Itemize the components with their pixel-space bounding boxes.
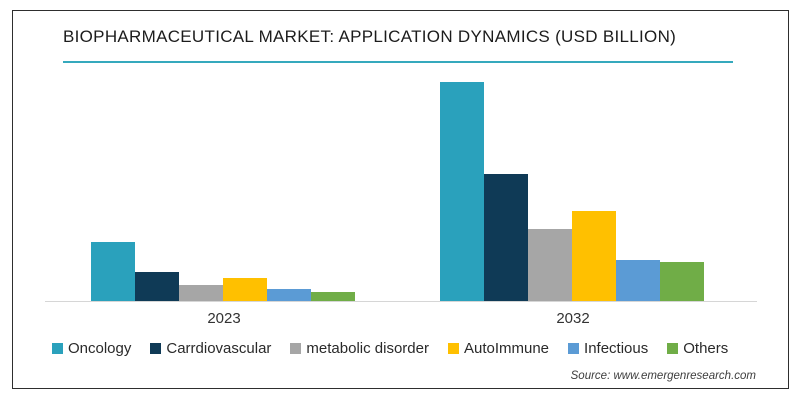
chart-border-frame	[12, 10, 789, 389]
legend-swatch-infectious	[568, 343, 580, 354]
bar-group-2023	[91, 242, 355, 301]
chart-legend: Oncology Carrdiovascular metabolic disorde…	[52, 340, 728, 357]
legend-item-infectious: Infectious	[568, 340, 648, 357]
bar-group-2032	[440, 82, 704, 301]
legend-swatch-oncology	[52, 343, 63, 354]
legend-swatch-autoimmune	[447, 343, 459, 354]
bar-infectious-2023	[267, 289, 311, 301]
legend-item-autoimmune: AutoImmune	[447, 340, 550, 357]
legend-label-oncology: Oncology	[68, 340, 132, 357]
category-label-2032: 2032	[556, 310, 590, 327]
bar-others-2023	[311, 292, 355, 301]
bar-metabolic-disorder-2032	[528, 229, 572, 301]
legend-label-carrdiovascular: Carrdiovascular	[166, 340, 272, 357]
legend-label-others: Others	[683, 340, 729, 357]
legend-swatch-carrdiovascular	[150, 343, 162, 354]
title-underline	[63, 61, 733, 63]
x-axis-line	[45, 301, 757, 302]
legend-label-metabolic-disorder: metabolic disorder	[306, 340, 429, 357]
bar-carrdiovascular-2032	[484, 174, 528, 301]
bar-autoimmune-2032	[572, 211, 616, 301]
legend-label-autoimmune: AutoImmune	[463, 340, 550, 357]
bar-oncology-2032	[440, 82, 484, 301]
chart-title: BIOPHARMACEUTICAL MARKET: APPLICATION DY…	[63, 27, 677, 46]
legend-item-metabolic-disorder: metabolic disorder	[290, 340, 429, 357]
legend-swatch-metabolic-disorder	[290, 343, 302, 354]
legend-label-infectious: Infectious	[584, 340, 649, 357]
bar-oncology-2023	[91, 242, 135, 301]
legend-item-others: Others	[667, 340, 728, 357]
bar-metabolic-disorder-2023	[179, 285, 223, 301]
legend-swatch-others	[667, 343, 679, 354]
bar-autoimmune-2023	[223, 278, 267, 301]
bar-others-2032	[660, 262, 704, 301]
bar-carrdiovascular-2023	[135, 272, 179, 301]
legend-item-carrdiovascular: Carrdiovascular	[150, 340, 271, 357]
source-attribution: Source: www.emergenresearch.com	[570, 370, 756, 382]
bar-infectious-2032	[616, 260, 660, 301]
legend-item-oncology: Oncology	[52, 340, 131, 357]
category-label-2023: 2023	[207, 310, 241, 327]
